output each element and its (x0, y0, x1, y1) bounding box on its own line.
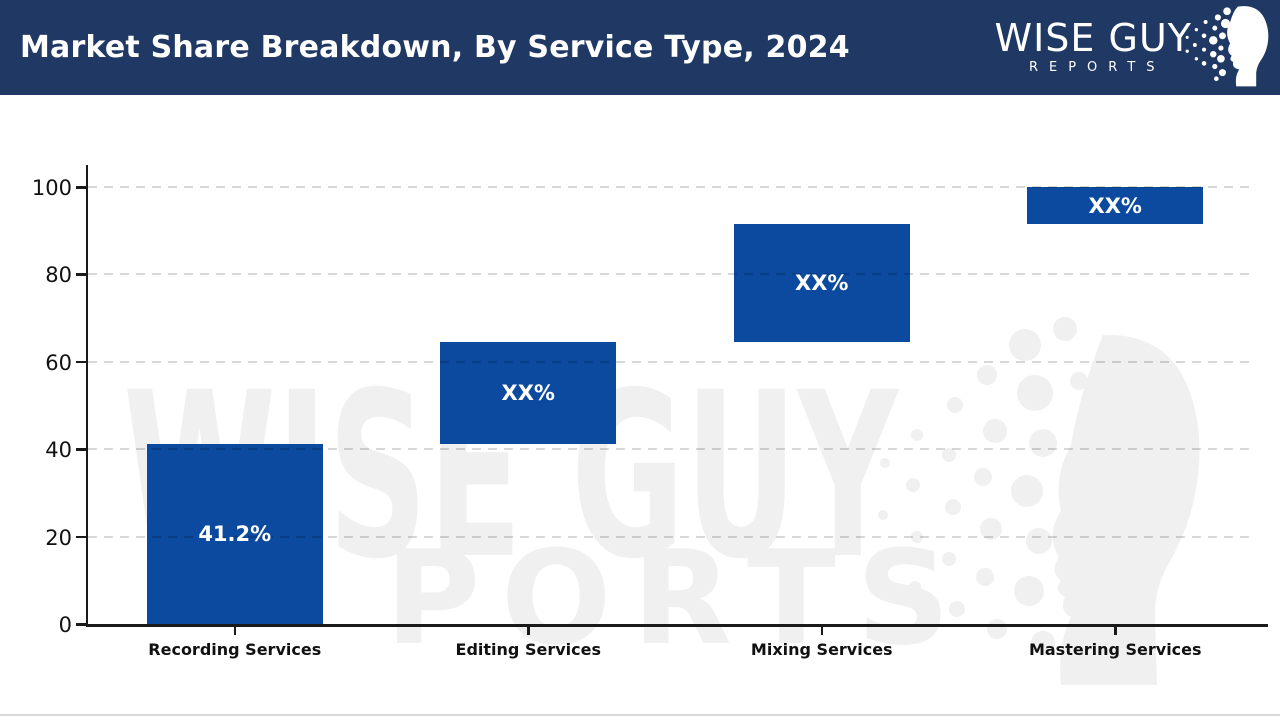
gridline-20 (88, 535, 1254, 538)
y-tick-40 (76, 448, 86, 451)
x-category-label-3: Mixing Services (750, 640, 893, 659)
bar-editing-services (440, 342, 617, 444)
bar-label-4: XX% (1088, 193, 1142, 218)
bar-label-3: XX% (795, 271, 849, 296)
bar-label-1: 41.2% (198, 521, 272, 546)
x-axis-spine (85, 624, 1268, 627)
x-category-label-1: Recording Services (148, 640, 322, 659)
y-tick-label-80: 80 (45, 263, 72, 288)
x-category-label-2: Editing Services (455, 640, 601, 659)
header-bar: Market Share Breakdown, By Service Type,… (0, 0, 1280, 95)
x-category-label-4: Mastering Services (1028, 640, 1202, 659)
y-tick-100 (76, 186, 86, 189)
gridline-40 (88, 448, 1254, 451)
chart-title: Market Share Breakdown, By Service Type,… (20, 30, 850, 65)
y-tick-80 (76, 273, 86, 276)
y-tick-label-60: 60 (45, 350, 72, 375)
bar-label-2: XX% (501, 381, 555, 406)
y-tick-20 (76, 535, 86, 539)
brand-name: WISE GUY (994, 15, 1192, 60)
gridline-100 (88, 186, 1254, 188)
brand-logo: WISE GUY REPORTS (995, 1, 1280, 93)
y-tick-label-100: 100 (31, 176, 72, 200)
gridline-60 (88, 360, 1254, 363)
bar-recording-services (146, 443, 323, 624)
bottom-divider (0, 714, 1280, 716)
y-tick-60 (76, 360, 86, 364)
x-tick-4 (1114, 626, 1117, 635)
y-tick-0 (76, 623, 86, 626)
brand-face-icon (1178, 1, 1270, 93)
y-tick-label-20: 20 (45, 525, 72, 550)
y-tick-label-40: 40 (45, 438, 72, 463)
x-tick-2 (527, 626, 530, 635)
bar-mastering-services (1027, 187, 1204, 225)
y-axis-spine (85, 165, 88, 627)
chart-canvas: WISE GUY PORTS 41.2% XX% XX% XX% 0 20 (0, 95, 1280, 720)
x-tick-3 (820, 626, 823, 635)
y-tick-label-0: 0 (58, 613, 72, 637)
x-tick-1 (233, 626, 236, 635)
gridline-80 (88, 273, 1254, 276)
bar-mixing-services (733, 224, 910, 343)
brand-subname: REPORTS (1028, 59, 1166, 75)
